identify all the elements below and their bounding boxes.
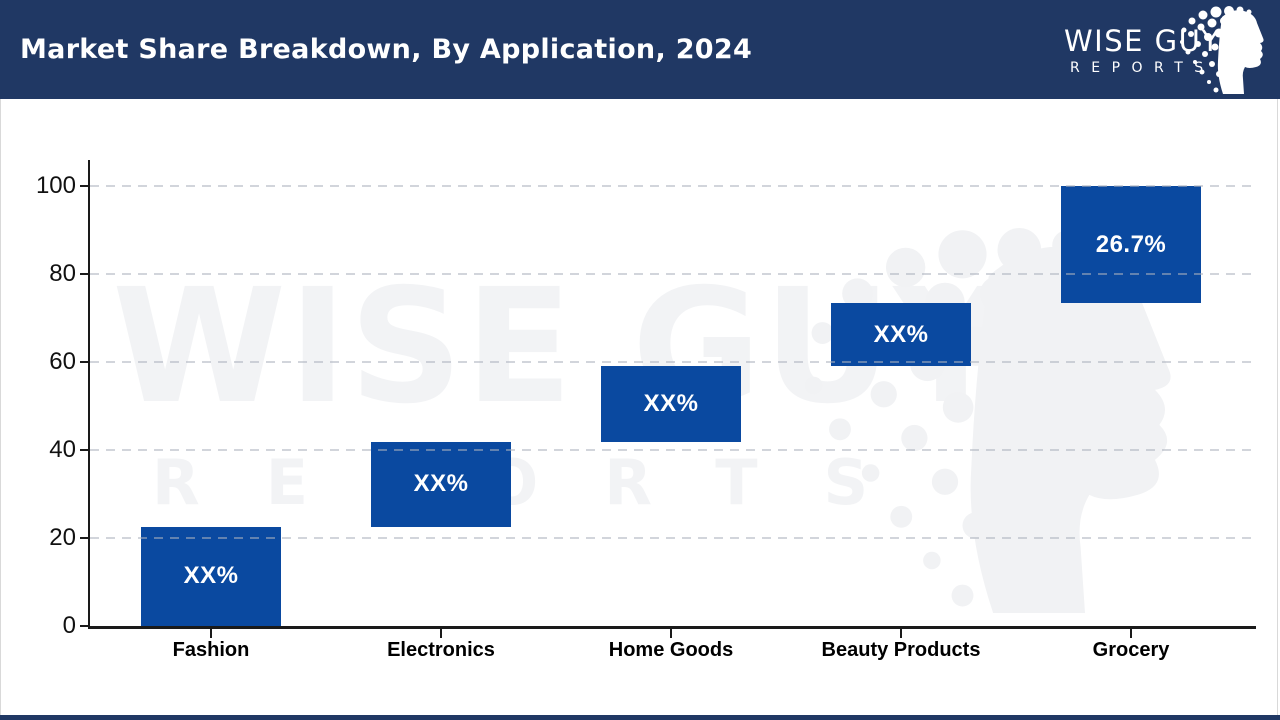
y-tick-label: 60: [49, 348, 76, 375]
x-category-label: Electronics: [387, 639, 495, 661]
y-tick-label: 100: [35, 172, 76, 199]
x-tick-mark: [210, 629, 212, 638]
gridline: [90, 185, 1256, 187]
y-tick-mark: [80, 273, 89, 275]
bar-value-label: XX%: [643, 390, 699, 418]
bar-value-label: XX%: [183, 562, 239, 590]
y-tick-label: 0: [62, 612, 76, 639]
gridline: [90, 361, 1256, 363]
gridline: [90, 273, 1256, 275]
footer-bar: [0, 715, 1280, 720]
y-tick-label: 40: [49, 436, 76, 463]
y-tick-label: 80: [49, 260, 76, 287]
page-title: Market Share Breakdown, By Application, …: [20, 34, 753, 65]
y-tick-mark: [80, 537, 89, 539]
bar-grocery: 26.7%: [1061, 186, 1201, 304]
x-tick-mark: [900, 629, 902, 638]
logo-subtext: REPORTS: [1070, 60, 1215, 76]
bar-value-label: 26.7%: [1095, 230, 1167, 258]
bar-value-label: XX%: [873, 320, 929, 348]
bar-electronics: XX%: [371, 442, 511, 527]
gridline: [90, 449, 1256, 451]
header: Market Share Breakdown, By Application, …: [0, 0, 1280, 99]
wiseguy-logo: WISE GUY REPORTS: [1024, 2, 1276, 97]
x-category-label: Home Goods: [608, 639, 734, 661]
y-tick-mark: [80, 625, 89, 627]
y-axis-line: [88, 160, 90, 627]
y-tick-mark: [80, 185, 89, 187]
chart-area: [0, 99, 1278, 715]
x-tick-mark: [1130, 629, 1132, 638]
bar-fashion: XX%: [141, 526, 281, 626]
x-tick-mark: [440, 629, 442, 638]
y-tick-label: 20: [49, 524, 76, 551]
logo-wordmark: WISE GUY: [1064, 24, 1221, 58]
x-category-label: Beauty Products: [821, 639, 981, 661]
x-axis-line: [88, 626, 1256, 629]
bar-home-goods: XX%: [601, 366, 741, 443]
gridline: [90, 537, 1256, 539]
x-category-label: Fashion: [172, 639, 250, 661]
bar-value-label: XX%: [413, 470, 469, 498]
y-tick-mark: [80, 361, 89, 363]
logo-face-icon: [1180, 6, 1264, 94]
x-tick-mark: [670, 629, 672, 638]
x-category-label: Grocery: [1092, 639, 1170, 661]
bar-beauty-products: XX%: [831, 303, 971, 367]
y-tick-mark: [80, 449, 89, 451]
